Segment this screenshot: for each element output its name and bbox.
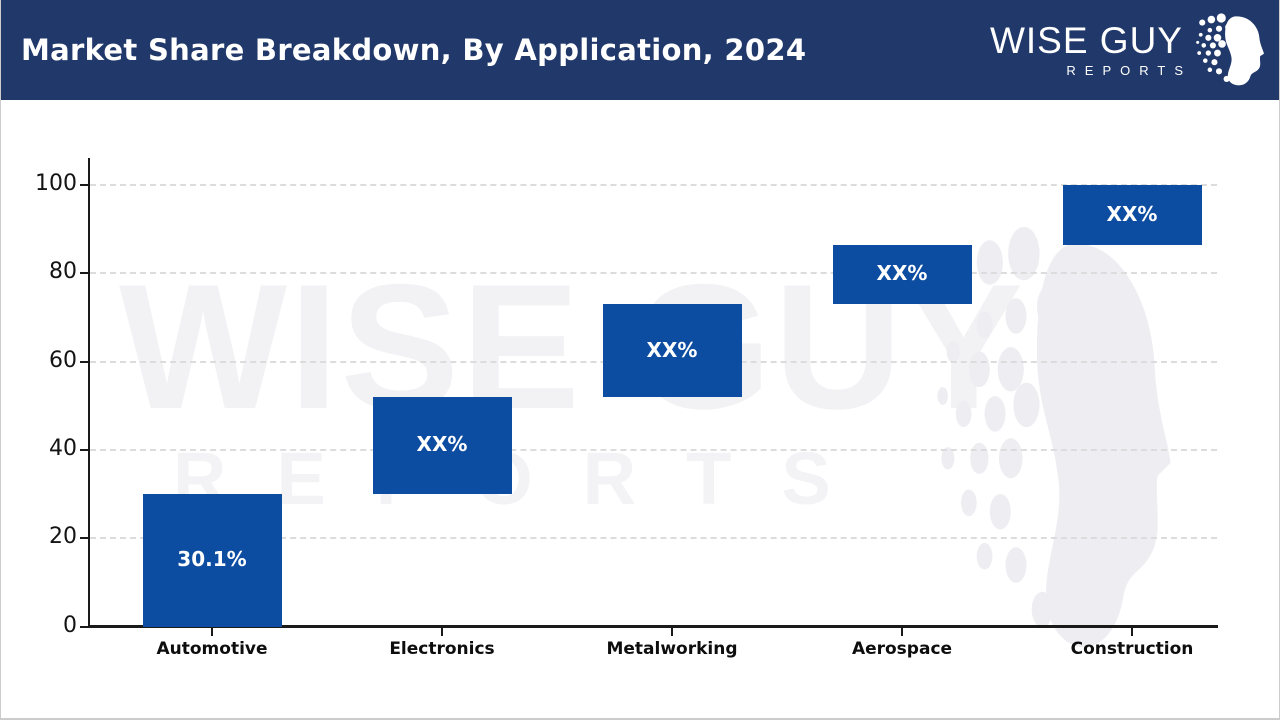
bar-value-label-aerospace: XX% [876,261,928,286]
y-tick-40 [80,449,88,452]
y-tick-label-0: 0 [63,612,77,638]
gridline-100 [90,184,1217,186]
x-tick-automotive [211,628,213,636]
bar-value-label-automotive: 30.1% [177,547,247,572]
x-category-label-metalworking: Metalworking [606,639,738,659]
bar-aerospace [832,244,972,305]
bar-electronics [372,397,512,494]
y-tick-0 [80,625,88,628]
brand-subname: REPORTS [1066,63,1192,78]
gridline-20 [90,537,1217,540]
y-tick-80 [80,272,88,275]
y-tick-label-60: 60 [49,347,77,373]
header-bar: Market Share Breakdown, By Application, … [1,0,1279,100]
gridline-80 [90,272,1217,275]
bar-construction [1062,185,1202,245]
x-tick-metalworking [671,628,673,636]
x-tick-electronics [441,628,443,636]
page-title: Market Share Breakdown, By Application, … [21,33,807,67]
bar-value-label-construction: XX% [1106,201,1158,226]
x-category-label-automotive: Automotive [156,639,268,659]
watermark-face-logo-icon [937,226,1171,648]
x-category-label-construction: Construction [1070,639,1194,659]
y-tick-label-20: 20 [49,524,77,550]
x-tick-aerospace [901,628,903,636]
y-tick-label-40: 40 [49,436,77,462]
brand-logo-text: WISE GUY REPORTS [989,20,1183,79]
x-category-label-aerospace: Aerospace [851,639,953,659]
y-tick-label-80: 80 [49,259,77,285]
x-category-label-electronics: Electronics [389,639,495,659]
x-axis-line [88,625,1218,628]
bar-value-label-metalworking: XX% [646,337,698,362]
brand-face-icon [1196,13,1264,86]
y-tick-label-100: 100 [35,171,77,196]
y-axis-line [88,158,90,627]
y-tick-20 [80,537,88,540]
gridline-40 [90,449,1217,452]
bar-automotive [142,493,282,627]
brand-logo: WISE GUY REPORTS [990,8,1267,92]
bar-value-label-electronics: XX% [416,432,468,457]
y-tick-100 [80,184,88,186]
x-tick-construction [1131,628,1133,636]
brand-name: WISE GUY [989,20,1183,61]
y-tick-60 [80,360,88,363]
bar-metalworking [602,304,742,398]
